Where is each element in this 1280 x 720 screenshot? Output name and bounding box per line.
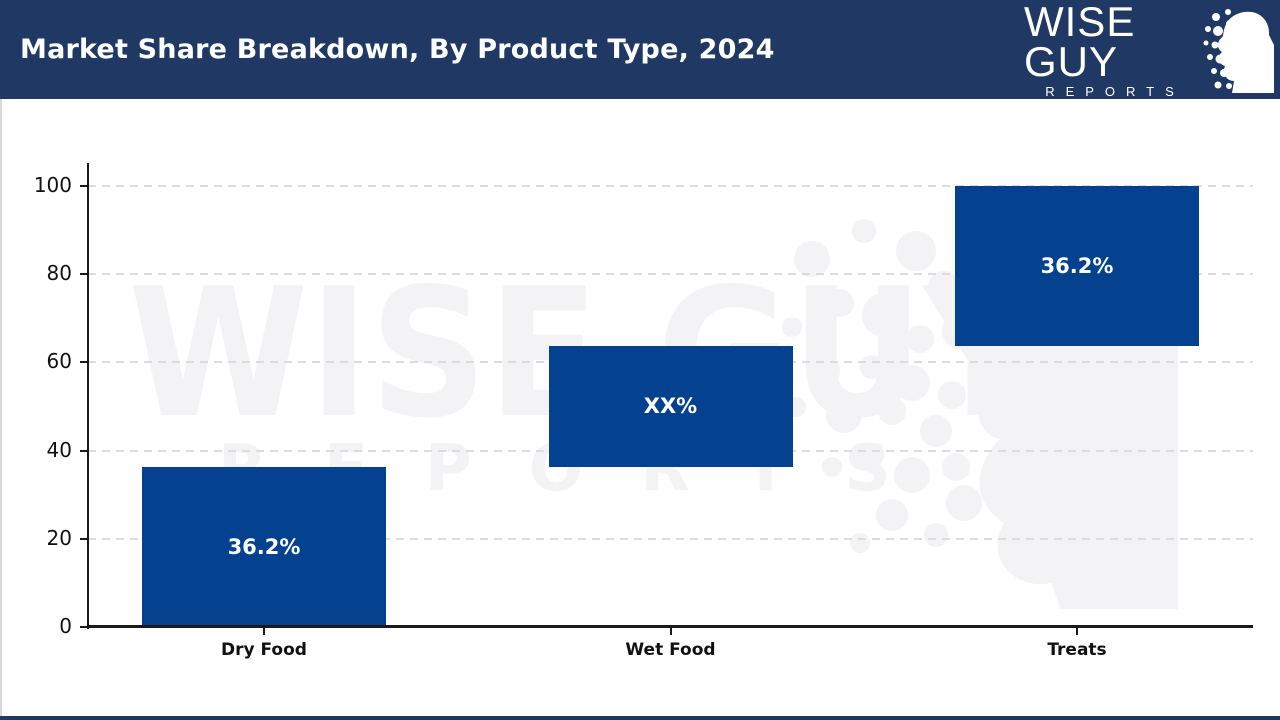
chart-area: WISE GUY REPORTS 0 20 40 60 80 100 Dry Food 36.… [0,99,1280,716]
x-tick-mark [263,628,265,635]
y-tick-mark [80,537,88,540]
y-tick-label: 60 [46,349,72,374]
y-tick-label: 80 [46,261,72,286]
y-tick-mark [80,185,88,187]
y-tick-mark [80,361,88,364]
y-gridline [88,185,1253,187]
page-title: Market Share Breakdown, By Product Type,… [20,34,775,65]
x-tick-mark [669,628,672,635]
y-axis-line [87,163,89,629]
y-tick-mark [80,273,88,276]
y-tick-mark [80,449,88,452]
x-axis-label: Wet Food [625,640,716,660]
page-left-border [0,99,2,720]
y-gridline [88,273,1253,276]
bar-value-label: 36.2% [227,535,301,560]
bar-segment: XX% [548,345,793,468]
y-tick-label: 20 [46,525,72,550]
brand-subname: REPORTS [1045,83,1185,99]
y-tick-label: 40 [46,437,72,462]
bar-value-label: XX% [643,394,698,419]
brand-logo-text: WISE GUY REPORTS [1024,0,1200,99]
header-bar: Market Share Breakdown, By Product Type,… [0,0,1280,99]
bar-value-label: 36.2% [1040,253,1114,278]
x-axis-label: Dry Food [221,640,307,660]
y-tick-label: 100 [33,173,72,197]
brand-logo: WISE GUY REPORTS [1024,0,1274,99]
brand-name: WISE GUY [1024,0,1136,85]
x-axis-label: Treats [1047,640,1107,660]
bar-segment: 36.2% [142,467,386,627]
y-tick-mark [80,626,88,628]
x-tick-mark [1076,628,1078,635]
y-tick-label: 0 [59,614,72,638]
brand-face-icon [1203,9,1274,93]
bar-segment: 36.2% [955,186,1199,346]
x-axis-line [87,625,1253,628]
y-gridline [88,537,1253,540]
footer-accent-bar [0,716,1280,720]
